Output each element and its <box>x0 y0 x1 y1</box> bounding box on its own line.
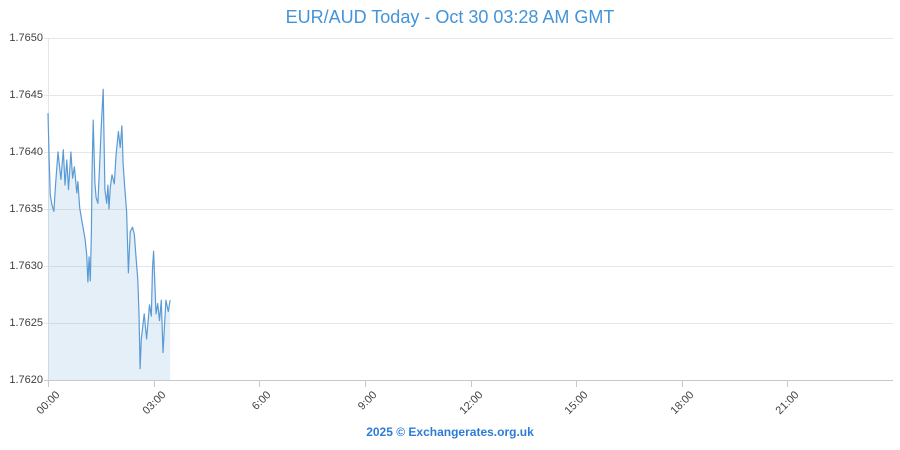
chart-title: EUR/AUD Today - Oct 30 03:28 AM GMT <box>285 7 615 27</box>
y-tick-label: 1.7650 <box>9 32 43 44</box>
y-tick-label: 1.7630 <box>9 260 43 272</box>
y-tick-label: 1.7625 <box>9 317 43 329</box>
y-tick-label: 1.7640 <box>9 146 43 158</box>
copyright-footer: 2025 © Exchangerates.org.uk <box>366 425 534 439</box>
y-tick-label: 1.7620 <box>9 374 43 386</box>
series-line <box>47 88 171 370</box>
y-tick-label: 1.7635 <box>9 203 43 215</box>
series-area <box>48 89 171 381</box>
y-tick-label: 1.7645 <box>9 89 43 101</box>
